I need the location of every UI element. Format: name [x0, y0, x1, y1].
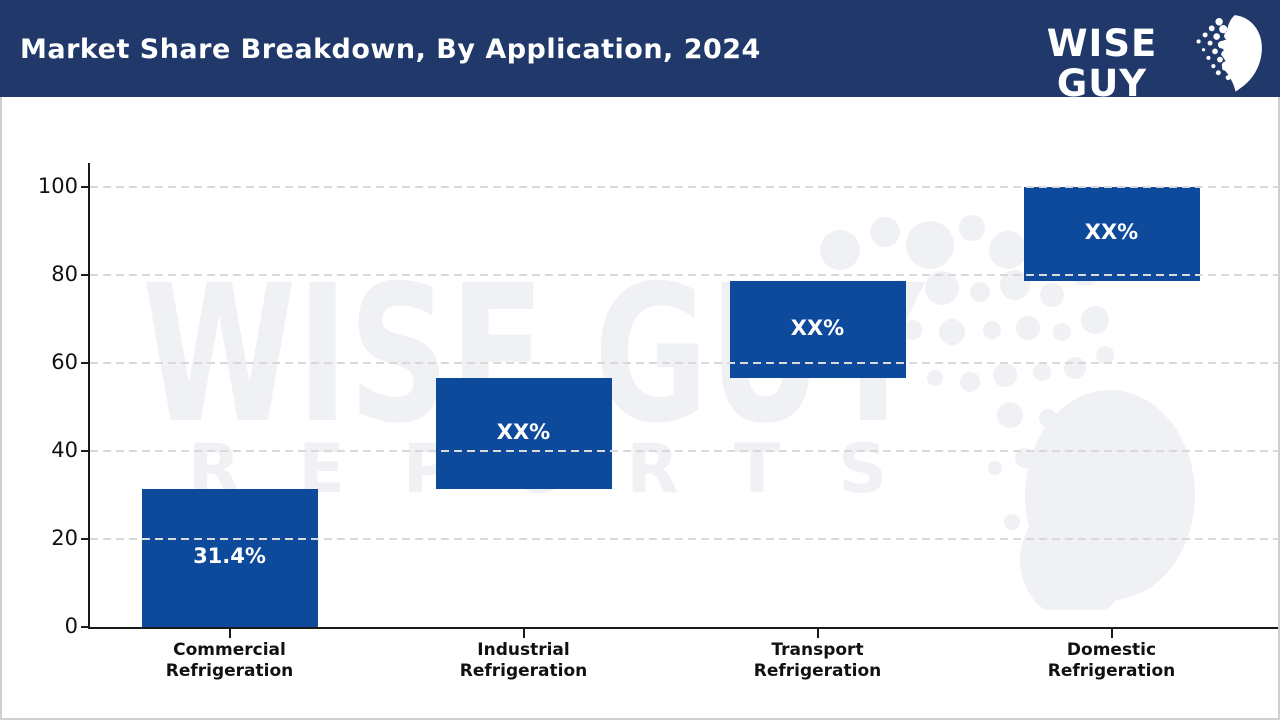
y-tick-mark [81, 186, 89, 188]
y-tick-mark [81, 626, 89, 628]
bar-value-label: XX% [1084, 220, 1139, 245]
x-tick-mark [522, 629, 525, 638]
bar-value-label: XX% [496, 419, 551, 444]
x-category-label: Domestic Refrigeration [1002, 640, 1222, 682]
x-tick-mark [816, 629, 819, 638]
bar-value-label: 31.4% [193, 543, 266, 568]
logo-text: WISE GUY REPORTS [1016, 22, 1188, 121]
y-tick-mark [81, 362, 89, 364]
y-tick-mark [81, 274, 89, 276]
logo-subtext: REPORTS [1036, 105, 1174, 120]
page-title: Market Share Breakdown, By Application, … [20, 34, 761, 65]
x-category-line2: Refrigeration [165, 661, 294, 681]
y-axis-spine [88, 163, 90, 629]
y-tick-label: 40 [51, 438, 78, 462]
x-tick-mark [228, 629, 231, 638]
x-category-label: Industrial Refrigeration [414, 640, 634, 682]
header-bar: Market Share Breakdown, By Application, … [0, 0, 1280, 120]
x-category-line1: Domestic [1066, 640, 1157, 660]
logo-face-icon [1196, 15, 1262, 92]
x-tick-mark [1110, 629, 1113, 638]
gridline-20 [90, 538, 1278, 540]
bar-3 [1023, 187, 1200, 282]
x-axis-spine [88, 627, 1278, 629]
logo-wordmark: WISE GUY [1046, 22, 1158, 105]
watermark-face-dots-icon [820, 215, 1195, 610]
brand-logo: WISE GUY REPORTS [1016, 6, 1266, 120]
x-category-label: Transport Refrigeration [708, 640, 928, 682]
y-tick-label: 20 [51, 526, 78, 550]
gridline-40 [90, 450, 1278, 452]
y-tick-mark [81, 450, 89, 452]
y-tick-label: 60 [51, 350, 78, 374]
x-category-line1: Transport [771, 640, 864, 660]
x-category-line2: Refrigeration [459, 661, 588, 681]
y-tick-label: 100 [37, 174, 78, 198]
x-category-line2: Refrigeration [1047, 661, 1176, 681]
x-category-line1: Commercial [173, 640, 286, 660]
gridline-60 [90, 362, 1278, 364]
x-category-line2: Refrigeration [753, 661, 882, 681]
bar-0 [141, 488, 318, 627]
bar-1 [435, 378, 612, 489]
y-tick-label: 80 [51, 262, 78, 286]
bar-value-label: XX% [790, 315, 845, 340]
x-category-line1: Industrial [477, 640, 570, 660]
y-tick-label: 0 [64, 614, 78, 638]
y-tick-mark [81, 538, 89, 540]
x-category-label: Commercial Refrigeration [120, 640, 340, 682]
gridline-100 [90, 186, 1278, 188]
gridline-80 [90, 274, 1278, 276]
